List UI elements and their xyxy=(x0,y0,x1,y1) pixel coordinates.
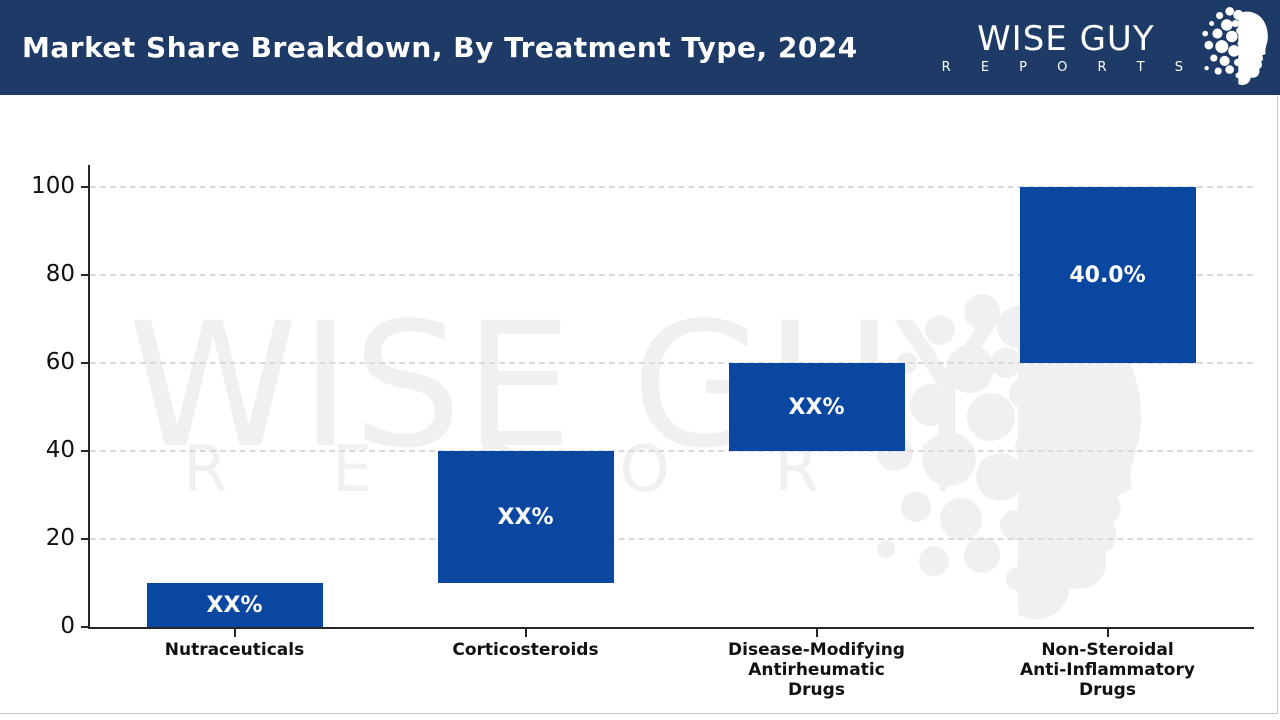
y-tick-100 xyxy=(81,186,89,188)
gridline-80 xyxy=(90,274,1253,276)
bar-value-label: XX% xyxy=(788,394,845,420)
wiseguy-face-icon xyxy=(1202,6,1268,85)
bar-2: XX% xyxy=(437,451,614,583)
watermark-subtitle: R E P O R T S xyxy=(183,433,1150,507)
gridline-100 xyxy=(90,186,1253,188)
bar-value-label: XX% xyxy=(206,592,263,618)
bar-1: XX% xyxy=(146,583,323,627)
wiseguy-logo: WISE GUY R E P O R T S xyxy=(936,6,1270,90)
y-axis-spine xyxy=(88,165,90,629)
x-tick-label: Disease-Modifying Antirheumatic Drugs xyxy=(728,640,905,700)
x-tick-4 xyxy=(1106,629,1109,637)
x-axis-spine xyxy=(88,627,1254,629)
y-tick-label: 80 xyxy=(45,261,75,287)
x-tick-label: Nutraceuticals xyxy=(164,640,305,660)
y-tick-label: 60 xyxy=(45,349,75,375)
logo-wordmark: WISE GUY xyxy=(977,18,1155,59)
y-tick-label: 0 xyxy=(60,613,75,639)
bar-value-label: XX% xyxy=(497,504,554,530)
x-tick-label: Corticosteroids xyxy=(452,640,599,660)
header-bar: Market Share Breakdown, By Treatment Typ… xyxy=(0,0,1280,95)
x-tick-label: Non-Steroidal Anti-Inflammatory Drugs xyxy=(1020,640,1195,700)
chart-figure: WISE GUY R E P O R T S 0 20 40 60 80 100 XX% Nu… xyxy=(0,95,1278,714)
gridline-20 xyxy=(90,538,1253,540)
y-tick-label: 100 xyxy=(31,173,75,199)
x-tick-2 xyxy=(524,629,527,637)
y-tick-label: 40 xyxy=(45,437,75,463)
y-tick-60 xyxy=(81,362,89,364)
bar-3: XX% xyxy=(728,363,905,451)
chart-title: Market Share Breakdown, By Treatment Typ… xyxy=(22,31,858,64)
y-tick-20 xyxy=(81,538,89,540)
gridline-60 xyxy=(90,362,1253,364)
wiseguy-logo-text: WISE GUY R E P O R T S xyxy=(936,22,1196,74)
bar-4: 40.0% xyxy=(1019,187,1196,363)
logo-subtitle: R E P O R T S xyxy=(941,59,1196,75)
y-tick-40 xyxy=(81,450,89,452)
x-tick-3 xyxy=(815,629,818,637)
y-tick-0 xyxy=(81,626,89,628)
bar-value-label: 40.0% xyxy=(1069,262,1146,288)
x-tick-1 xyxy=(233,629,236,637)
y-tick-80 xyxy=(81,274,89,276)
gridline-40 xyxy=(90,450,1253,452)
y-tick-label: 20 xyxy=(45,525,75,551)
